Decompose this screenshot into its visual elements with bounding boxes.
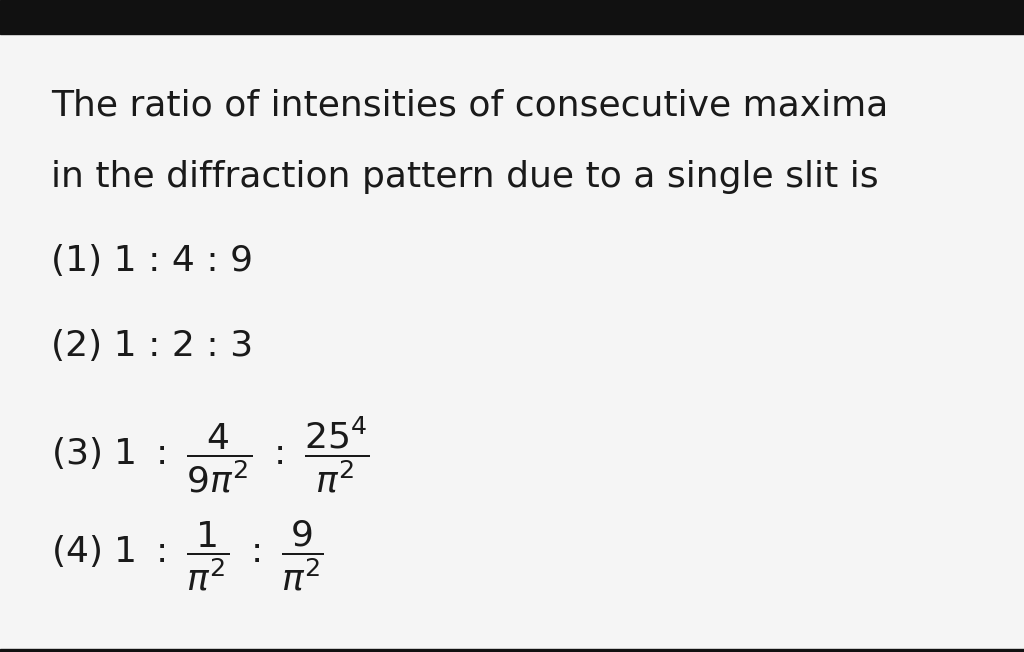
Text: in the diffraction pattern due to a single slit is: in the diffraction pattern due to a sing… [51,160,879,194]
Text: $(3)\ 1\ :\ \dfrac{4}{9\pi^2}\ :\ \dfrac{25^4}{\pi^2}$: $(3)\ 1\ :\ \dfrac{4}{9\pi^2}\ :\ \dfrac… [51,414,370,495]
Text: (2) 1 : 2 : 3: (2) 1 : 2 : 3 [51,329,253,363]
Text: The ratio of intensities of consecutive maxima: The ratio of intensities of consecutive … [51,88,889,122]
Text: $(4)\ 1\ :\ \dfrac{1}{\pi^2}\ :\ \dfrac{9}{\pi^2}$: $(4)\ 1\ :\ \dfrac{1}{\pi^2}\ :\ \dfrac{… [51,518,324,593]
Text: (1) 1 : 4 : 9: (1) 1 : 4 : 9 [51,244,253,278]
